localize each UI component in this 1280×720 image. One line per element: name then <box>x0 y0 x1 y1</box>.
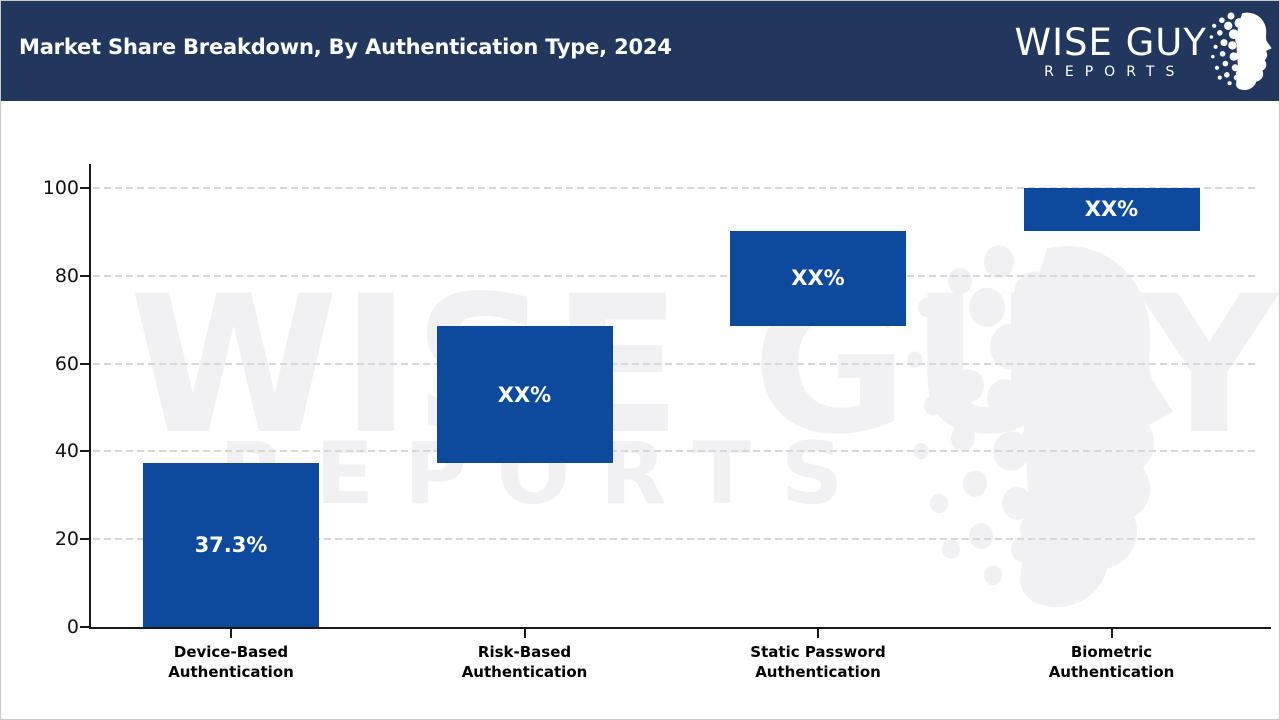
chart-figure: WISE GU·Y REPORTS 0 20 40 60 80 100 37.3% Devic… <box>1 101 1279 719</box>
y-gridline-80 <box>93 274 1257 277</box>
x-category-line1: Biometric <box>1070 643 1153 661</box>
y-tick-label: 80 <box>54 264 79 287</box>
chart-title: Market Share Breakdown, By Authenticatio… <box>19 35 672 59</box>
x-axis-line <box>89 627 1271 629</box>
bar-segment-1 <box>143 463 319 627</box>
bar-segment-3 <box>730 230 906 327</box>
y-tick-mark <box>80 626 89 628</box>
y-tick-label: 0 <box>66 616 79 638</box>
y-tick-mark <box>80 274 89 277</box>
header-bar: Market Share Breakdown, By Authenticatio… <box>1 1 1279 101</box>
y-gridline-100 <box>93 187 1257 189</box>
watermark-face-icon <box>907 245 1173 608</box>
bar-value-label: XX% <box>1084 197 1139 222</box>
x-category-line1: Static Password <box>750 643 886 661</box>
x-tick-mark <box>817 629 819 638</box>
y-gridline-60 <box>93 362 1257 365</box>
y-tick-mark <box>80 362 89 365</box>
x-category-line1: Device-Based <box>173 643 289 661</box>
bar-value-label: XX% <box>791 266 845 291</box>
x-category-label: Biometric Authentication <box>982 642 1242 682</box>
logo-subtitle: REPORTS <box>1044 63 1186 80</box>
bar-value-label: 37.3% <box>194 533 268 558</box>
x-category-line1: Risk-Based <box>477 643 572 661</box>
y-gridline-20 <box>93 538 1257 541</box>
bar-segment-2 <box>436 326 613 464</box>
y-tick-mark <box>80 538 89 541</box>
logo-text: WISE GUY REPORTS <box>1014 20 1207 80</box>
y-tick-label: 100 <box>42 177 79 199</box>
y-tick-label: 40 <box>54 440 79 463</box>
x-tick-mark <box>1110 629 1113 638</box>
y-tick-mark <box>80 450 89 453</box>
y-tick-label: 60 <box>54 352 79 375</box>
x-tick-mark <box>523 629 526 638</box>
plot-area: 0 20 40 60 80 100 37.3% Device-Based Authenticat… <box>1 101 1279 719</box>
y-tick-mark <box>80 187 89 189</box>
y-tick-label: 20 <box>54 528 79 551</box>
wiseguy-face-icon <box>1209 12 1272 91</box>
bar-segment-4 <box>1023 188 1200 231</box>
y-axis-line <box>89 164 91 629</box>
x-category-label: Risk-Based Authentication <box>395 642 655 682</box>
x-tick-mark <box>230 629 232 638</box>
logo-wordmark: WISE GUY <box>1014 20 1207 64</box>
bar-value-label: XX% <box>497 382 552 407</box>
wiseguy-logo: WISE GUY REPORTS <box>1015 7 1273 95</box>
x-category-line2: Authentication <box>461 663 588 681</box>
x-category-label: Device-Based Authentication <box>101 642 361 682</box>
x-category-label: Static Password Authentication <box>688 642 948 682</box>
x-category-line2: Authentication <box>1048 663 1175 681</box>
x-category-line2: Authentication <box>168 663 294 681</box>
x-category-line2: Authentication <box>755 663 881 681</box>
y-gridline-40 <box>93 450 1257 453</box>
